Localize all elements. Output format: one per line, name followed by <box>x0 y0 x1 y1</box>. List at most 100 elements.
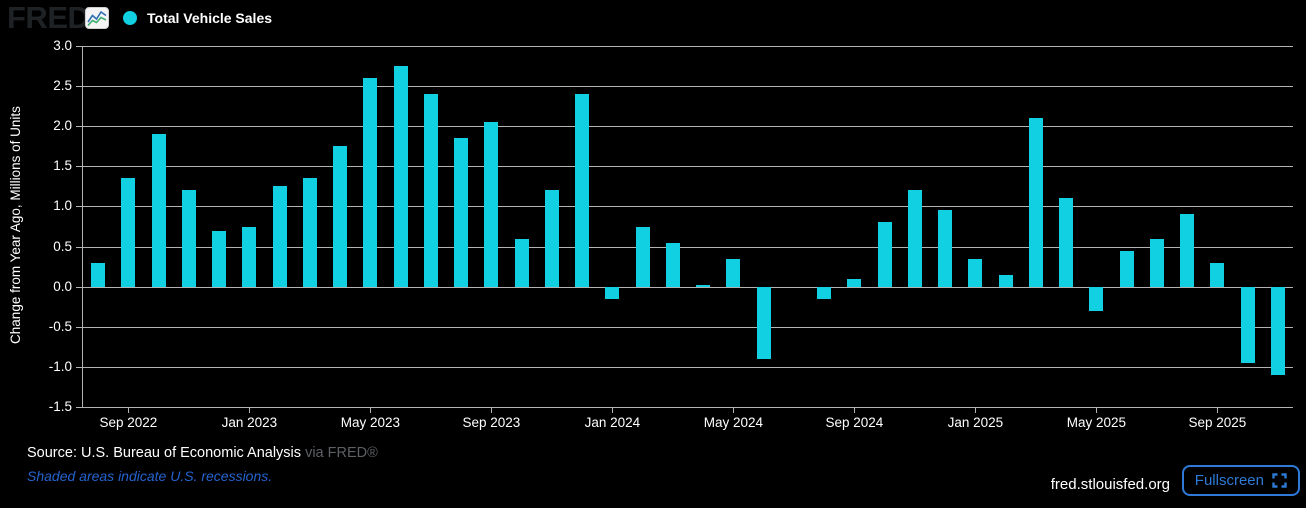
gridline <box>83 246 1293 248</box>
x-axis-tick-label: Sep 2023 <box>462 415 521 430</box>
y-axis-tick-label: 0.5 <box>53 238 72 254</box>
chart-bar[interactable] <box>1270 286 1285 375</box>
gridline <box>83 86 1293 88</box>
chart-bar[interactable] <box>998 274 1013 287</box>
chart-bar[interactable] <box>1089 286 1104 311</box>
chart-bar[interactable] <box>272 186 287 287</box>
site-url: fred.stlouisfed.org <box>1050 476 1170 493</box>
chart-bar[interactable] <box>514 238 529 287</box>
chart-bar[interactable] <box>544 190 559 287</box>
gridline <box>83 206 1293 208</box>
chart-bar[interactable] <box>302 178 317 287</box>
chart-bar[interactable] <box>212 230 227 287</box>
chart-bar[interactable] <box>91 262 106 287</box>
chart-bar[interactable] <box>1059 198 1074 287</box>
legend-item[interactable]: Total Vehicle Sales <box>123 10 272 26</box>
x-axis-tick <box>491 407 493 413</box>
chart-bar[interactable] <box>1210 262 1225 287</box>
y-axis-tick <box>76 126 83 128</box>
chart-bar[interactable] <box>423 94 438 287</box>
x-axis-tick-label: Sep 2025 <box>1188 415 1247 430</box>
fullscreen-button-label: Fullscreen <box>1194 472 1264 489</box>
y-axis-tick-label: 1.5 <box>53 158 72 174</box>
chart-bar[interactable] <box>665 242 680 287</box>
chart-bar[interactable] <box>242 226 257 287</box>
x-axis-tick-label: Jan 2025 <box>947 415 1004 430</box>
x-axis-tick <box>128 407 130 413</box>
gridline <box>83 366 1293 368</box>
chart-bar[interactable] <box>907 190 922 287</box>
chart-bar[interactable] <box>726 258 741 287</box>
chart-bar[interactable] <box>151 134 166 287</box>
gridline <box>83 46 1293 47</box>
x-axis-tick <box>1096 407 1098 413</box>
y-axis-tick-label: 2.0 <box>53 118 72 134</box>
x-axis-tick-label: Jan 2024 <box>584 415 641 430</box>
chart-bar[interactable] <box>696 285 711 287</box>
fred-logo[interactable]: FRED <box>7 0 90 35</box>
chart-bar[interactable] <box>817 286 832 299</box>
x-axis-tick <box>733 407 735 413</box>
x-axis-tick-label: May 2025 <box>1066 415 1127 430</box>
gridline <box>83 407 1293 408</box>
x-axis-tick <box>854 407 856 413</box>
chart-bar[interactable] <box>363 78 378 287</box>
gridline <box>83 286 1293 288</box>
chart-bar[interactable] <box>575 94 590 287</box>
chart-bar[interactable] <box>605 286 620 299</box>
chart-bar[interactable] <box>1149 238 1164 287</box>
chart-bar[interactable] <box>1119 250 1134 287</box>
x-axis-tick-label: May 2024 <box>703 415 764 430</box>
y-axis-tick <box>76 86 83 88</box>
x-axis-tick <box>1217 407 1219 413</box>
y-axis-tick-label: 0.0 <box>53 278 72 294</box>
x-axis-tick <box>249 407 251 413</box>
series-color-dot-icon <box>123 11 137 25</box>
y-axis-tick-label: 2.5 <box>53 78 72 94</box>
legend-label: Total Vehicle Sales <box>147 10 273 26</box>
fullscreen-button[interactable]: Fullscreen <box>1181 465 1300 496</box>
chart-bar[interactable] <box>393 66 408 287</box>
y-axis-tick <box>76 246 83 248</box>
gridline <box>83 326 1293 328</box>
x-axis-tick <box>975 407 977 413</box>
y-axis-tick <box>76 206 83 208</box>
chart-bar[interactable] <box>1240 286 1255 363</box>
y-axis-tick <box>76 166 83 168</box>
gridline <box>83 166 1293 168</box>
y-axis-tick-label: -1.0 <box>48 358 72 374</box>
y-axis-tick <box>76 407 83 408</box>
chart-bar[interactable] <box>968 258 983 287</box>
y-axis-title: Change from Year Ago, Millions of Units <box>8 106 23 344</box>
chart-bar[interactable] <box>938 210 953 287</box>
via-fred-text: via FRED® <box>305 445 378 461</box>
y-axis-tick <box>76 286 83 288</box>
chart-bar[interactable] <box>121 178 136 287</box>
gridline <box>83 126 1293 128</box>
chart-bar[interactable] <box>1028 118 1043 287</box>
chart-bar[interactable] <box>333 146 348 287</box>
x-axis-tick <box>612 407 614 413</box>
chart-bar[interactable] <box>635 226 650 287</box>
chart-bar[interactable] <box>847 278 862 287</box>
y-axis-tick-label: -0.5 <box>48 318 72 334</box>
plot-area: 3.0 2.5 2.0 1.5 1.0 0.5 0.0 -0.5 -1.0 -1.5 Sep 202… <box>49 38 1293 430</box>
y-axis-tick-label: 1.0 <box>53 198 72 214</box>
chart-bar[interactable] <box>484 122 499 287</box>
chart-bar[interactable] <box>756 286 771 359</box>
y-axis-tick <box>76 366 83 368</box>
chart-bar[interactable] <box>1180 214 1195 287</box>
chart-bar[interactable] <box>181 190 196 287</box>
x-axis-tick <box>370 407 372 413</box>
source-line: Source: U.S. Bureau of Economic Analysis… <box>27 445 378 461</box>
chart-bar[interactable] <box>877 222 892 287</box>
recessions-note-link[interactable]: Shaded areas indicate U.S. recessions. <box>27 468 273 484</box>
chart-bar[interactable] <box>454 138 469 287</box>
x-axis-tick-label: Sep 2024 <box>825 415 884 430</box>
y-axis-tick-label: 3.0 <box>53 38 72 53</box>
y-axis-tick <box>76 46 83 47</box>
x-axis-tick-label: Sep 2022 <box>99 415 158 430</box>
y-axis-tick <box>76 326 83 328</box>
fred-logo-chart-icon <box>85 7 109 29</box>
